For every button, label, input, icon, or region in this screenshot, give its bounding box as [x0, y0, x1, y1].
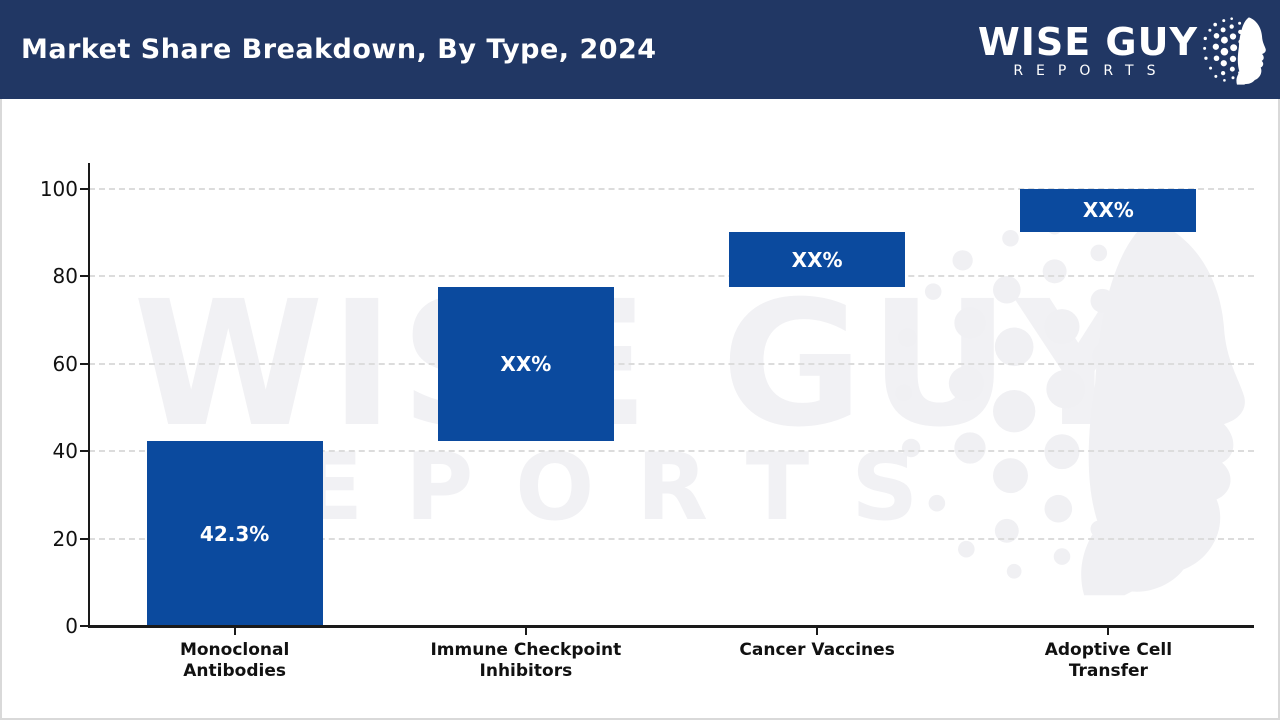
x-axis-spine — [88, 625, 1254, 628]
page-border-left — [0, 99, 2, 720]
x-category-label: Immune Checkpoint Inhibitors — [430, 640, 622, 681]
x-category-label: Cancer Vaccines — [739, 640, 895, 660]
y-tick-label: 20 — [52, 526, 78, 551]
bar-value-label: XX% — [500, 352, 552, 377]
bar-2: XX% — [437, 287, 614, 442]
y-tick-mark — [80, 188, 88, 190]
page-title: Market Share Breakdown, By Type, 2024 — [21, 34, 657, 65]
bar-value-label: XX% — [1082, 198, 1134, 223]
x-category-label: Adoptive Cell Transfer — [1044, 640, 1173, 681]
logo-wordmark: WISE GUY — [977, 19, 1198, 64]
grid-line — [89, 537, 1254, 540]
y-axis-spine — [88, 163, 90, 628]
grid-line — [89, 450, 1254, 453]
page-border-right — [1278, 99, 1280, 720]
y-tick-mark — [80, 625, 88, 627]
x-tick-mark — [233, 628, 236, 635]
y-tick-mark — [80, 275, 88, 278]
grid-line — [89, 188, 1254, 190]
grid-line — [89, 362, 1254, 365]
bar-3: XX% — [729, 231, 906, 288]
chart-area: WISE GUY REPORTS 0 20 40 60 80 100 42.3% Monocl… — [0, 99, 1280, 720]
grid-line — [89, 275, 1254, 278]
bar-value-label: 42.3% — [199, 521, 270, 546]
x-tick-mark — [816, 628, 819, 635]
bar-1: 42.3% — [146, 441, 323, 626]
bar-value-label: XX% — [791, 247, 843, 272]
header-bar: Market Share Breakdown, By Type, 2024 WI… — [0, 0, 1280, 99]
logo-text: WISE GUY REPORTS — [978, 23, 1198, 78]
y-tick-mark — [80, 362, 88, 365]
wiseguy-logo: WISE GUY REPORTS — [978, 8, 1266, 92]
y-tick-mark — [80, 537, 88, 540]
logo-subtext: REPORTS — [1013, 62, 1169, 79]
y-tick-mark — [80, 450, 88, 453]
x-tick-mark — [524, 628, 527, 635]
bar-4: XX% — [1020, 189, 1197, 232]
y-tick-label: 40 — [52, 439, 78, 464]
x-tick-mark — [1107, 628, 1110, 635]
page-border-bottom — [0, 718, 1280, 720]
x-category-label: Monoclonal Antibodies — [179, 640, 290, 681]
y-tick-label: 100 — [39, 177, 78, 201]
y-tick-label: 80 — [52, 264, 78, 289]
y-tick-label: 60 — [52, 351, 78, 376]
y-tick-label: 0 — [65, 614, 78, 638]
